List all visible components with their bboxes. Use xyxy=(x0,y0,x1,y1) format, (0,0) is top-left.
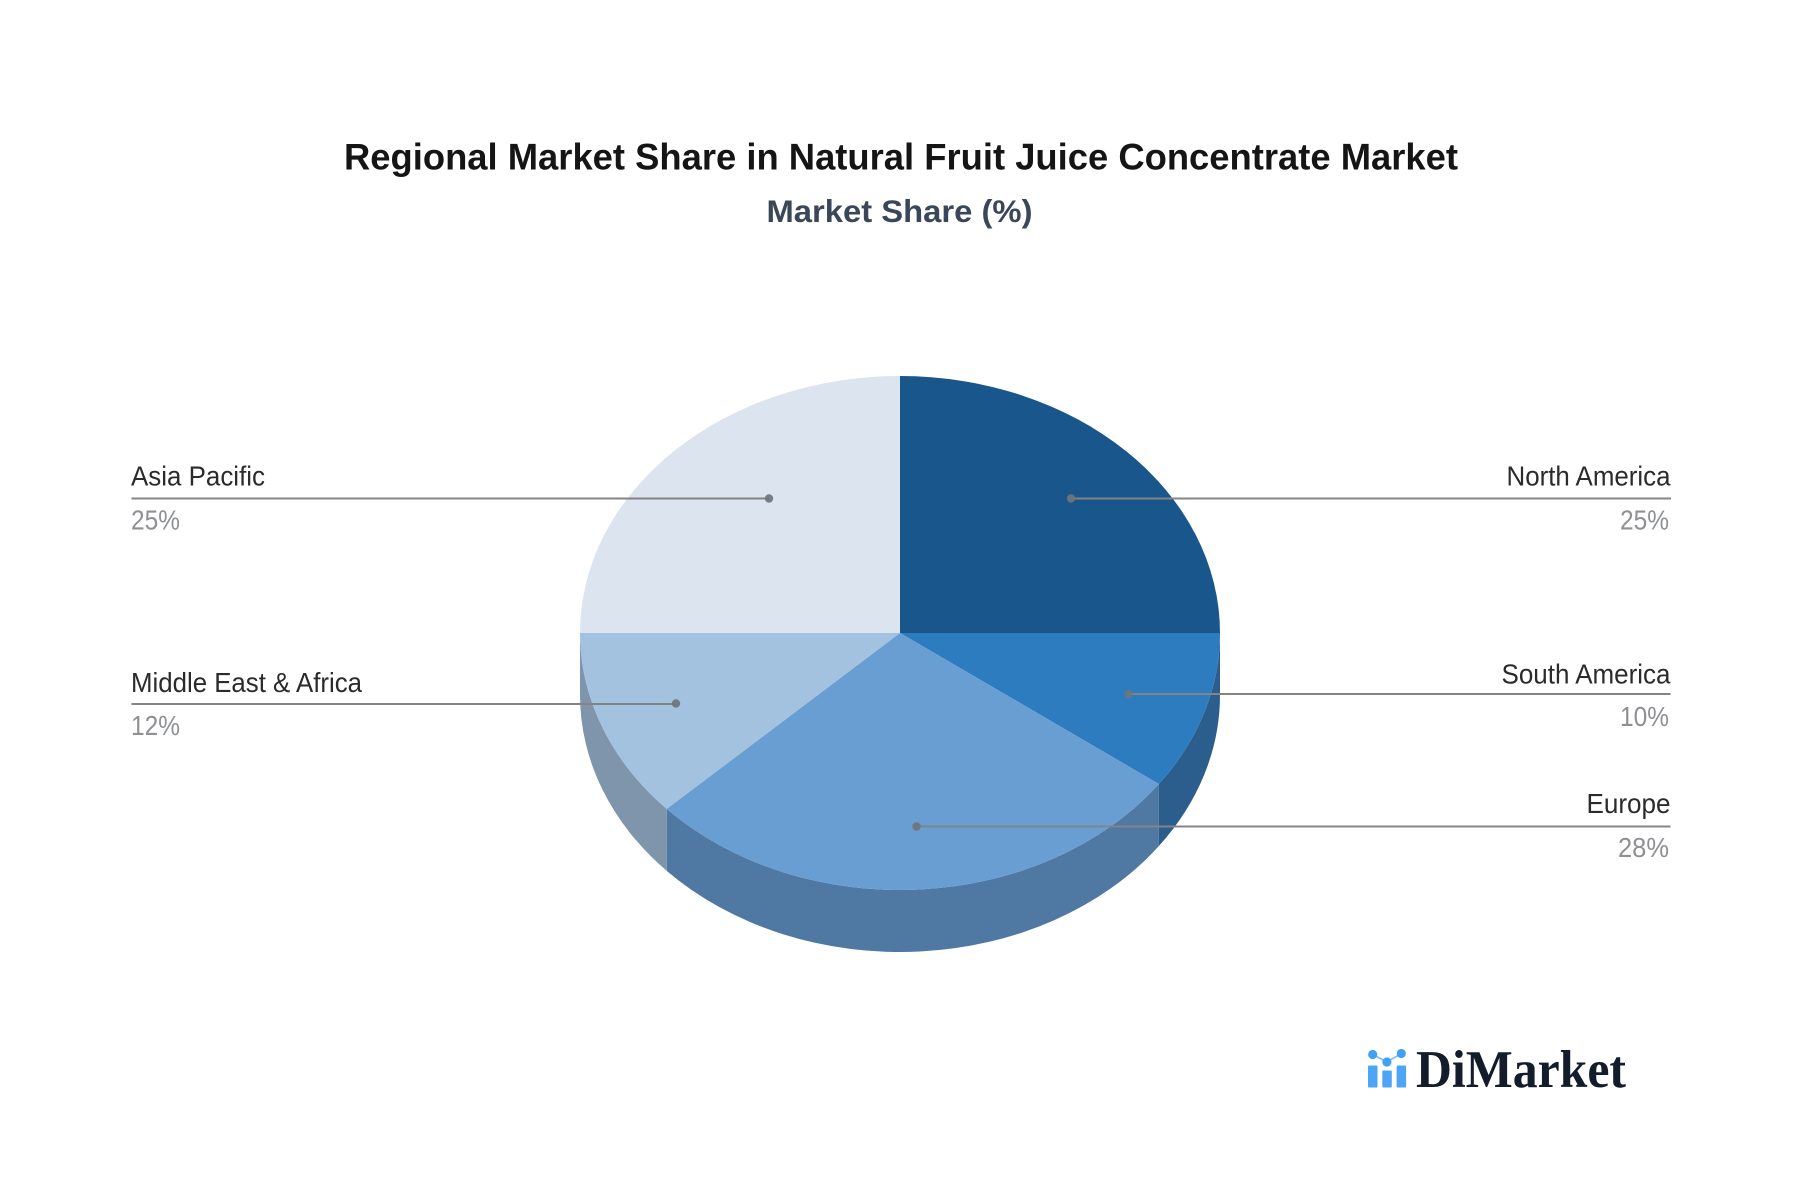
svg-text:25%: 25% xyxy=(131,505,180,536)
svg-text:Regional Market Share in Natur: Regional Market Share in Natural Fruit J… xyxy=(344,136,1458,178)
svg-text:10%: 10% xyxy=(1620,701,1669,732)
svg-text:Middle East & Africa: Middle East & Africa xyxy=(131,667,363,698)
svg-text:DiMarket: DiMarket xyxy=(1416,1041,1626,1099)
svg-text:28%: 28% xyxy=(1618,832,1669,863)
svg-text:12%: 12% xyxy=(131,710,180,741)
svg-text:25%: 25% xyxy=(1620,505,1669,536)
svg-text:Market Share (%): Market Share (%) xyxy=(767,193,1033,229)
svg-text:Asia Pacific: Asia Pacific xyxy=(131,461,265,492)
svg-text:North America: North America xyxy=(1507,461,1672,492)
svg-text:South America: South America xyxy=(1502,659,1672,690)
svg-text:Europe: Europe xyxy=(1587,788,1671,819)
